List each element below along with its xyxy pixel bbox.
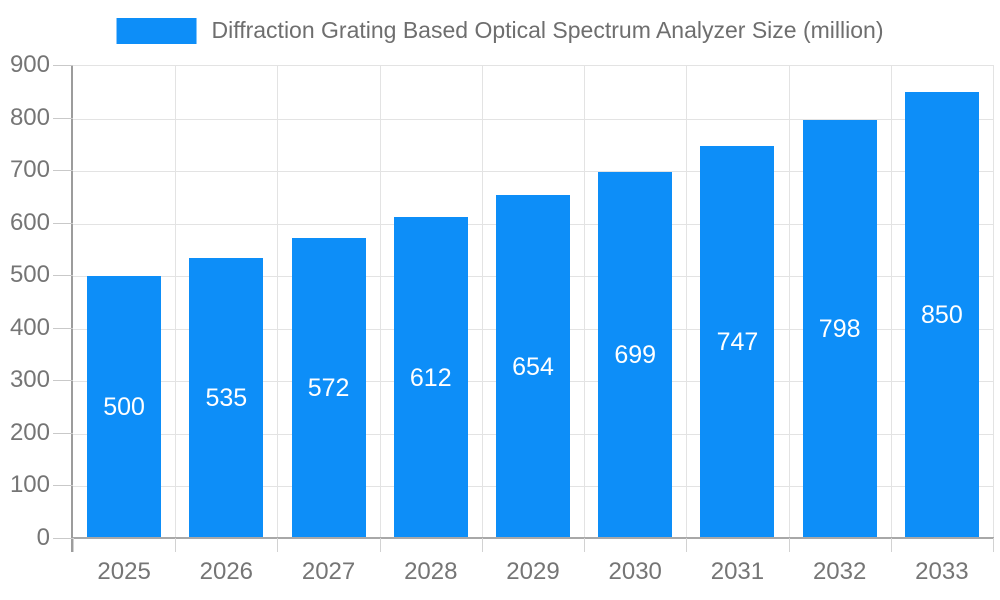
- v-gridline: [379, 66, 381, 539]
- y-axis-tick: [53, 117, 73, 119]
- bar: 572: [291, 238, 366, 539]
- bar-value-label: 850: [921, 301, 963, 330]
- v-gridline: [584, 66, 586, 539]
- x-axis-line: [73, 537, 994, 539]
- bar-value-label: 699: [614, 340, 657, 369]
- y-axis-tick: [53, 380, 73, 382]
- plot-area: 500 535 572 612 654 699 747 798 850: [73, 65, 994, 539]
- x-tick-label: 2032: [812, 558, 867, 585]
- x-axis-tick: [890, 538, 892, 552]
- bar: 699: [598, 171, 673, 539]
- bar: 612: [393, 217, 468, 539]
- x-axis-tick: [175, 538, 177, 552]
- y-tick-label: 400: [9, 313, 50, 341]
- x-tick-label: 2026: [199, 558, 254, 585]
- x-tick-label: 2030: [608, 558, 662, 585]
- y-axis-tick: [53, 222, 73, 224]
- x-axis-tick: [481, 538, 483, 552]
- bar-value-label: 500: [103, 393, 145, 422]
- x-tick-label: 2028: [404, 558, 458, 585]
- y-axis-tick: [53, 485, 73, 487]
- bar-value-label: 654: [512, 352, 554, 381]
- y-tick-label: 700: [9, 156, 50, 184]
- y-axis-tick: [53, 65, 73, 66]
- bar: 798: [802, 119, 877, 539]
- v-gridline: [277, 66, 279, 539]
- x-tick-label: 2029: [506, 558, 560, 585]
- chart-legend[interactable]: Diffraction Grating Based Optical Spectr…: [116, 17, 884, 44]
- x-axis-tick: [73, 538, 74, 552]
- v-gridline: [175, 66, 177, 539]
- x-axis-tick: [584, 538, 586, 552]
- bar: 535: [189, 257, 264, 539]
- x-tick-label: 2033: [915, 558, 969, 585]
- legend-swatch-icon: [116, 17, 197, 44]
- h-gridline: [73, 118, 993, 120]
- y-axis-tick: [53, 170, 73, 172]
- v-gridline: [481, 66, 483, 539]
- bar: 850: [904, 92, 979, 539]
- bar: 500: [87, 276, 162, 539]
- v-gridline: [788, 66, 790, 539]
- bar-value-label: 572: [307, 374, 350, 403]
- x-axis-tick: [277, 538, 279, 552]
- y-tick-label: 200: [9, 418, 50, 446]
- y-tick-label: 900: [9, 51, 50, 78]
- x-tick-label: 2025: [97, 558, 151, 585]
- x-tick-label: 2031: [710, 558, 765, 585]
- y-tick-label: 100: [9, 471, 50, 499]
- y-tick-label: 600: [9, 208, 50, 236]
- x-axis-tick: [788, 538, 790, 552]
- bar: 747: [700, 146, 775, 539]
- x-axis-tick: [993, 538, 994, 552]
- y-tick-label: 300: [9, 366, 50, 394]
- y-tick-label: 800: [9, 103, 50, 131]
- y-axis-tick: [53, 432, 73, 434]
- y-axis-line: [71, 65, 73, 552]
- y-axis-tick: [53, 327, 73, 329]
- x-tick-label: 2027: [301, 558, 356, 585]
- legend-label: Diffraction Grating Based Optical Spectr…: [211, 17, 884, 43]
- bar-value-label: 798: [818, 314, 861, 343]
- y-axis-tick: [53, 275, 73, 277]
- bar: 654: [496, 195, 570, 539]
- bar-value-label: 535: [205, 383, 248, 412]
- y-axis-tick: [53, 538, 73, 539]
- y-tick-label: 500: [9, 261, 50, 289]
- x-axis-tick: [379, 538, 381, 552]
- v-gridline: [686, 66, 688, 539]
- h-gridline: [73, 171, 993, 173]
- y-tick-label: 0: [36, 524, 50, 551]
- v-gridline: [890, 66, 892, 539]
- x-axis-tick: [686, 538, 688, 552]
- bar-value-label: 747: [716, 328, 759, 357]
- bar-value-label: 612: [409, 363, 452, 392]
